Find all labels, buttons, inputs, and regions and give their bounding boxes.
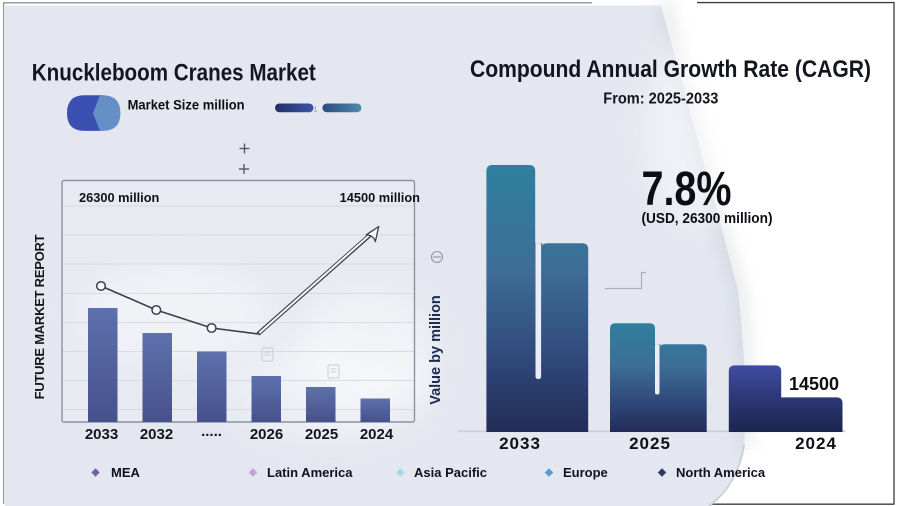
svg-text:North America: North America	[676, 465, 766, 480]
svg-text:Latin America: Latin America	[267, 465, 353, 480]
svg-text:2025: 2025	[305, 426, 338, 443]
svg-text:14500 million: 14500 million	[340, 190, 421, 205]
svg-text:(USD, 26300 million): (USD, 26300 million)	[642, 211, 773, 227]
svg-text:Knuckleboom Cranes Market: Knuckleboom Cranes Market	[32, 60, 316, 87]
svg-text:Value by million: Value by million	[428, 295, 444, 405]
svg-text:From: 2025-2033: From: 2025-2033	[603, 91, 718, 108]
svg-text:14500: 14500	[789, 374, 839, 394]
svg-text:Asia Pacific: Asia Pacific	[414, 465, 487, 480]
svg-text:2032: 2032	[140, 426, 173, 443]
svg-text:7.8%: 7.8%	[642, 163, 732, 216]
svg-text:2024: 2024	[795, 434, 837, 453]
svg-text:FUTURE MARKET REPORT: FUTURE MARKET REPORT	[32, 234, 47, 399]
svg-text:2024: 2024	[360, 426, 394, 443]
svg-text:2025: 2025	[629, 434, 671, 453]
svg-text:Europe: Europe	[563, 465, 608, 480]
svg-text:2026: 2026	[250, 426, 283, 443]
svg-text:2033: 2033	[499, 434, 541, 453]
svg-text:Compound Annual Growth Rate (C: Compound Annual Growth Rate (CAGR)	[470, 56, 871, 83]
svg-text:Market Size million: Market Size million	[128, 97, 245, 113]
svg-text:1: 1	[314, 107, 318, 114]
svg-text:MEA: MEA	[111, 465, 141, 480]
svg-text:.....: .....	[201, 423, 222, 440]
svg-text:2033: 2033	[85, 426, 118, 443]
svg-text:26300 million: 26300 million	[79, 190, 160, 205]
